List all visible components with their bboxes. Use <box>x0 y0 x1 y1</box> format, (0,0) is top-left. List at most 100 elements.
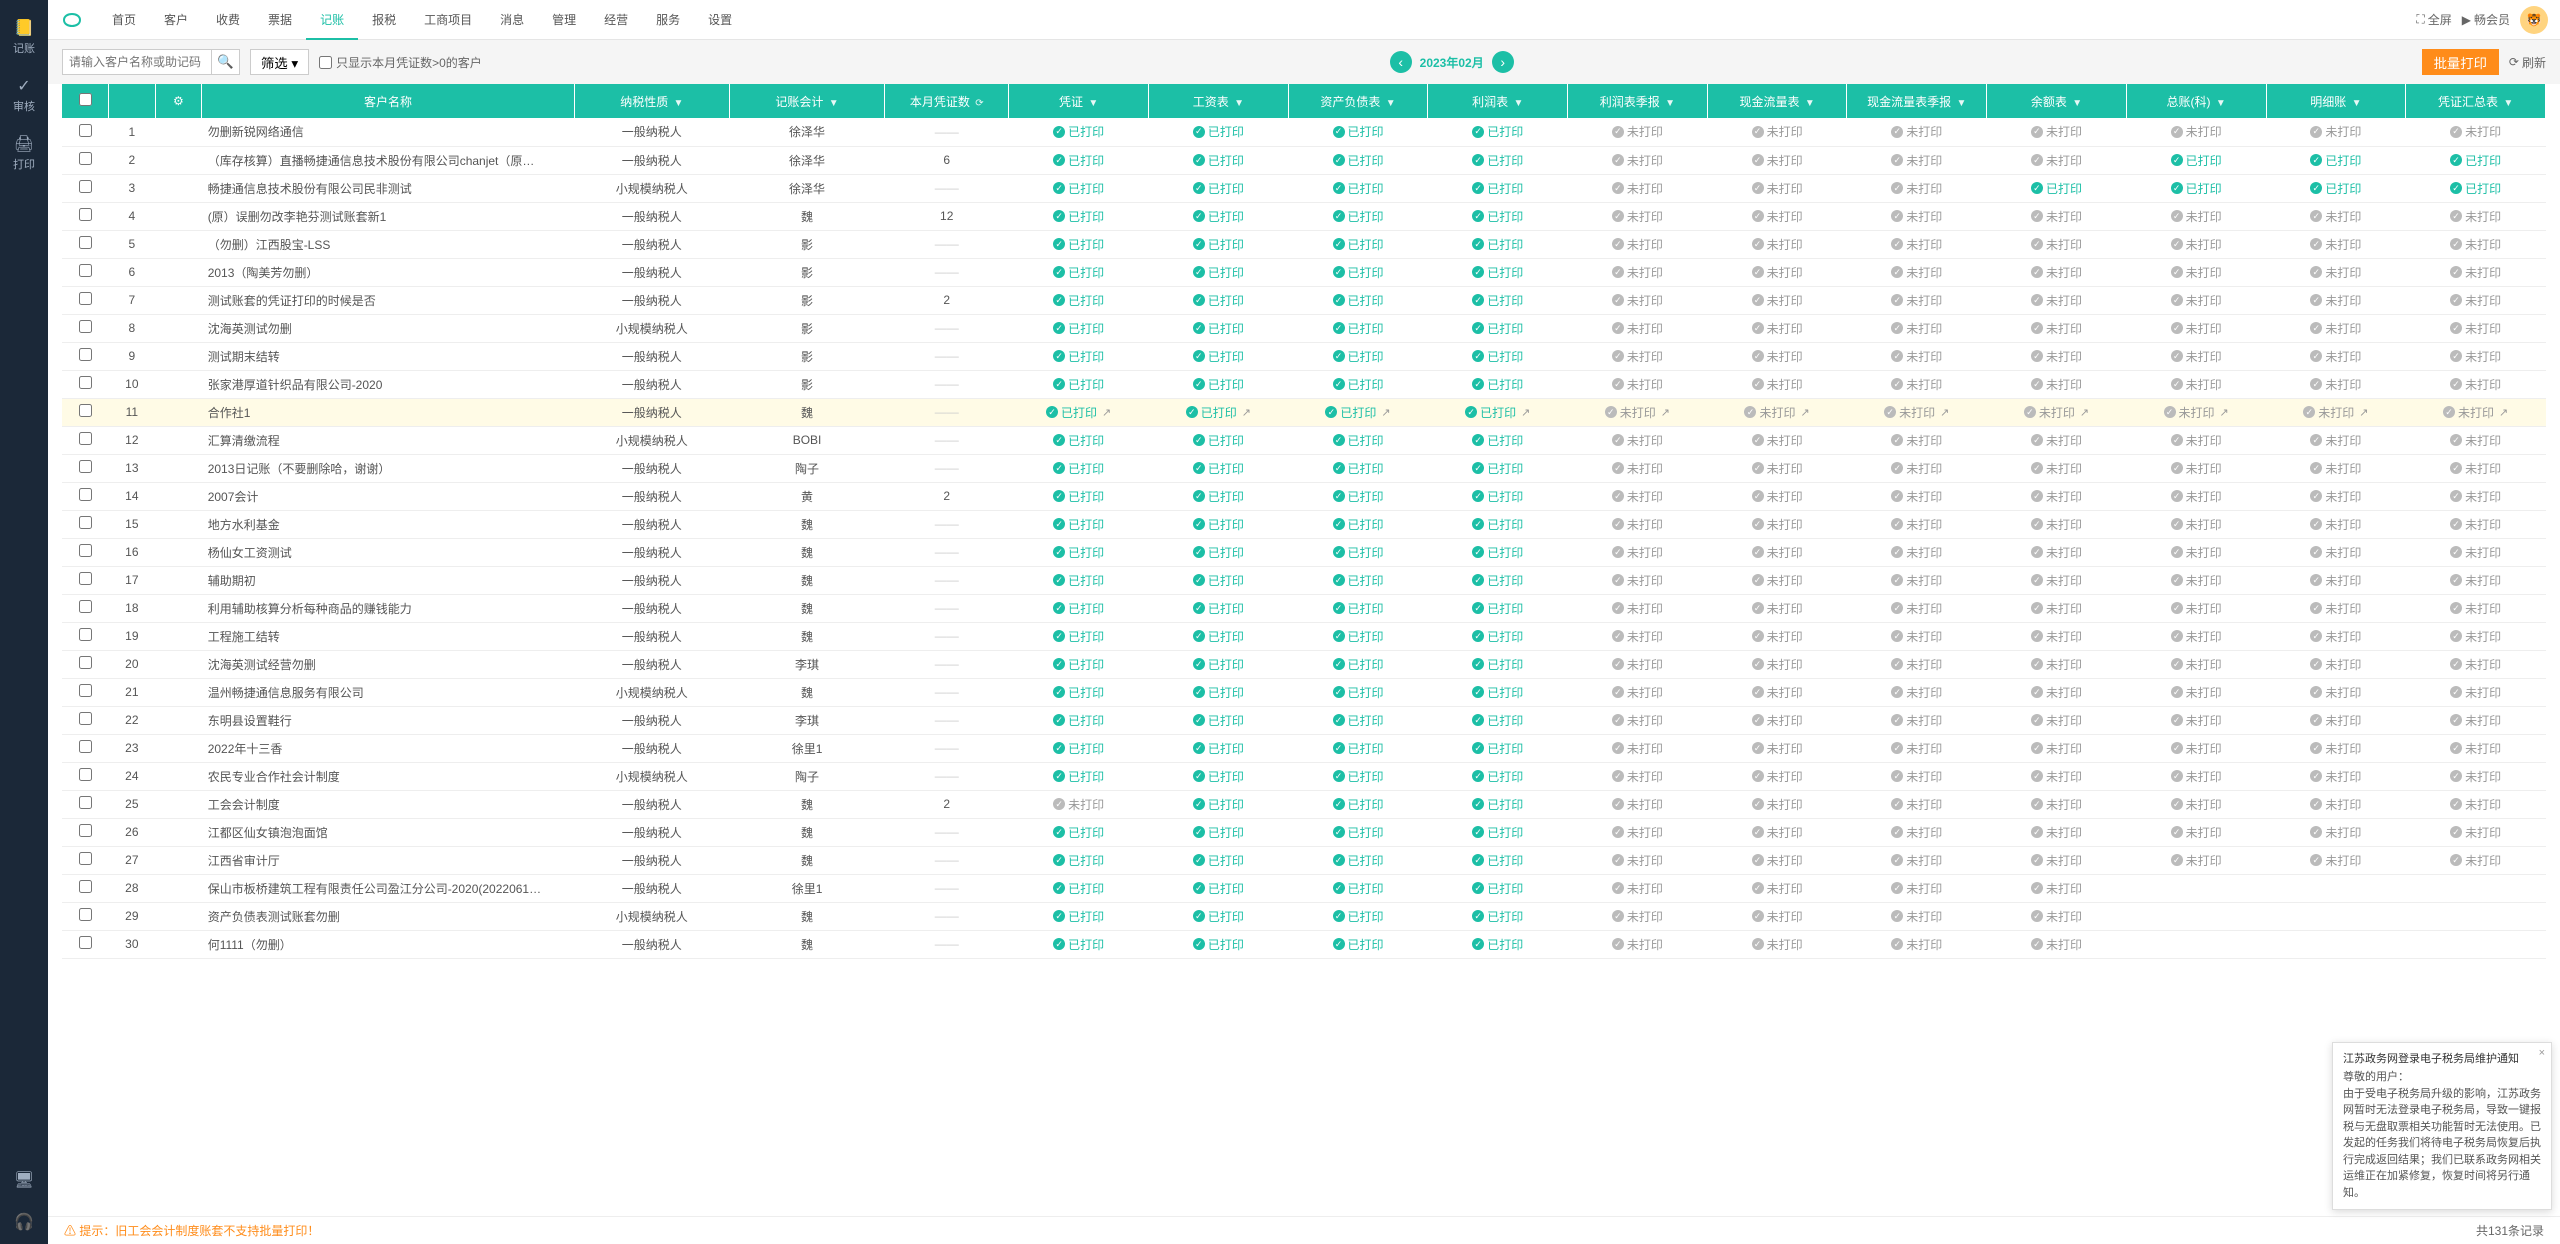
status-cell[interactable]: ✓已打印 <box>2171 152 2222 169</box>
status-cell[interactable]: ✓未打印 <box>2171 236 2222 253</box>
status-cell[interactable]: ✓未打印 <box>2450 516 2501 533</box>
status-cell[interactable]: ✓未打印 <box>1053 796 1104 813</box>
status-cell[interactable]: ✓未打印 <box>1612 712 1663 729</box>
status-cell[interactable]: ✓已打印 <box>1193 852 1244 869</box>
status-cell[interactable]: ✓未打印 <box>1891 236 1942 253</box>
col-header-5[interactable]: 工资表 ▼ <box>1149 84 1289 118</box>
status-cell[interactable]: ✓已打印 <box>1193 432 1244 449</box>
status-cell[interactable]: ✓未打印 <box>1612 628 1663 645</box>
status-cell[interactable]: ✓已打印 <box>1333 656 1384 673</box>
status-cell[interactable]: ✓已打印 <box>1193 320 1244 337</box>
status-cell[interactable]: ✓未打印 <box>1891 572 1942 589</box>
customer-name[interactable]: 2007会计 <box>202 482 575 510</box>
status-cell[interactable]: ✓已打印 <box>1053 180 1104 197</box>
status-cell[interactable]: ✓未打印 <box>2171 796 2222 813</box>
status-cell[interactable]: ✓已打印 <box>1193 236 1244 253</box>
status-cell[interactable]: ✓已打印 <box>1333 572 1384 589</box>
nav-首页[interactable]: 首页 <box>98 0 150 40</box>
row-checkbox[interactable] <box>79 908 92 921</box>
status-cell[interactable]: ✓未打印 <box>2171 376 2222 393</box>
status-cell[interactable]: ✓未打印 <box>2310 488 2361 505</box>
status-cell[interactable]: ✓已打印 <box>1333 544 1384 561</box>
status-cell[interactable]: ✓已打印 <box>1472 544 1523 561</box>
customer-name[interactable]: 工会会计制度 <box>202 790 575 818</box>
nav-收费[interactable]: 收费 <box>202 0 254 40</box>
status-cell[interactable]: ✓已打印 <box>1193 936 1244 953</box>
col-header-12[interactable]: 总账(科) ▼ <box>2126 84 2266 118</box>
status-cell[interactable]: ✓未打印 <box>1612 572 1663 589</box>
member-button[interactable]: ▶ 畅会员 <box>2462 11 2510 28</box>
table-row[interactable]: 7测试账套的凭证打印的时候是否一般纳税人影2✓已打印✓已打印✓已打印✓已打印✓未… <box>62 286 2546 314</box>
status-cell[interactable]: ✓已打印 <box>1053 488 1104 505</box>
status-cell[interactable]: ✓已打印 <box>1472 123 1523 140</box>
status-cell[interactable]: ✓未打印 <box>1891 740 1942 757</box>
status-cell[interactable]: ✓未打印 <box>2310 852 2361 869</box>
status-cell[interactable]: ✓已打印 <box>2171 180 2222 197</box>
status-cell[interactable]: ✓未打印 <box>2310 376 2361 393</box>
status-cell[interactable]: ✓未打印 <box>2450 684 2501 701</box>
status-cell[interactable]: ✓已打印 <box>1472 740 1523 757</box>
status-cell[interactable]: ✓已打印 <box>1472 768 1523 785</box>
status-cell[interactable]: ✓未打印 <box>1752 432 1803 449</box>
status-cell[interactable]: ✓已打印 <box>1053 684 1104 701</box>
status-cell[interactable]: ✓未打印 <box>2450 236 2501 253</box>
customer-name[interactable]: (原）误删勿改李艳芬测试账套新1 <box>202 202 575 230</box>
status-cell[interactable]: ✓已打印 <box>1053 880 1104 897</box>
row-checkbox[interactable] <box>79 432 92 445</box>
status-cell[interactable]: ✓未打印 <box>2310 432 2361 449</box>
status-cell[interactable]: ✓未打印 <box>1891 376 1942 393</box>
col-header-0[interactable]: 客户名称 <box>202 84 575 118</box>
status-cell[interactable]: ✓未打印 <box>2031 936 2082 953</box>
customer-name[interactable]: 工程施工结转 <box>202 622 575 650</box>
nav-经营[interactable]: 经营 <box>590 0 642 40</box>
status-cell[interactable]: ✓已打印 <box>1472 936 1523 953</box>
status-cell[interactable]: ✓未打印 <box>1752 628 1803 645</box>
status-cell[interactable]: ✓已打印 <box>1333 684 1384 701</box>
status-cell[interactable]: ✓未打印 <box>2031 348 2082 365</box>
customer-name[interactable]: 地方水利基金 <box>202 510 575 538</box>
row-checkbox[interactable] <box>79 320 92 333</box>
status-cell[interactable]: ✓未打印 <box>2031 320 2082 337</box>
status-cell[interactable]: ✓未打印 <box>2310 544 2361 561</box>
col-checkbox[interactable] <box>62 84 109 118</box>
status-cell[interactable]: ✓未打印 <box>2171 460 2222 477</box>
row-checkbox[interactable] <box>79 572 92 585</box>
status-cell[interactable]: ✓已打印 <box>1053 628 1104 645</box>
status-cell[interactable]: ✓已打印 <box>1333 264 1384 281</box>
table-row[interactable]: 4(原）误删勿改李艳芬测试账套新1一般纳税人魏12✓已打印✓已打印✓已打印✓已打… <box>62 202 2546 230</box>
status-cell[interactable]: ✓未打印 <box>1612 488 1663 505</box>
table-row[interactable]: 28保山市板桥建筑工程有限责任公司盈江分公司-2020(2022061…一般纳税… <box>62 874 2546 902</box>
status-cell[interactable]: ✓未打印 <box>2310 796 2361 813</box>
table-row[interactable]: 10张家港厚道针织品有限公司-2020一般纳税人影——✓已打印✓已打印✓已打印✓… <box>62 370 2546 398</box>
status-cell[interactable]: ✓未打印 ↗ <box>2164 404 2229 421</box>
customer-name[interactable]: 畅捷通信息技术股份有限公司民非测试 <box>202 174 575 202</box>
col-header-3[interactable]: 本月凭证数 ⟳ <box>885 84 1009 118</box>
customer-name[interactable]: 温州畅捷通信息服务有限公司 <box>202 678 575 706</box>
status-cell[interactable]: ✓未打印 <box>1891 432 1942 449</box>
table-row[interactable]: 19工程施工结转一般纳税人魏——✓已打印✓已打印✓已打印✓已打印✓未打印✓未打印… <box>62 622 2546 650</box>
status-cell[interactable]: ✓已打印 <box>1472 376 1523 393</box>
status-cell[interactable]: ✓未打印 <box>1612 684 1663 701</box>
status-cell[interactable]: ✓已打印 <box>1472 572 1523 589</box>
status-cell[interactable]: ✓未打印 <box>2450 600 2501 617</box>
table-row[interactable]: 18利用辅助核算分析每种商品的赚钱能力一般纳税人魏——✓已打印✓已打印✓已打印✓… <box>62 594 2546 622</box>
status-cell[interactable]: ✓已打印 <box>1333 852 1384 869</box>
status-cell[interactable]: ✓未打印 <box>1891 180 1942 197</box>
status-cell[interactable]: ✓未打印 <box>2171 123 2222 140</box>
row-checkbox[interactable] <box>79 124 92 137</box>
status-cell[interactable]: ✓未打印 <box>2031 376 2082 393</box>
status-cell[interactable]: ✓未打印 <box>2310 348 2361 365</box>
table-row[interactable]: 11合作社1一般纳税人魏——✓已打印 ↗✓已打印 ↗✓已打印 ↗✓已打印 ↗✓未… <box>62 398 2546 426</box>
prev-month-button[interactable]: ‹ <box>1390 51 1412 73</box>
status-cell[interactable]: ✓已打印 <box>1472 208 1523 225</box>
status-cell[interactable]: ✓已打印 <box>1193 292 1244 309</box>
status-cell[interactable]: ✓已打印 <box>1053 824 1104 841</box>
status-cell[interactable]: ✓已打印 <box>1053 432 1104 449</box>
status-cell[interactable]: ✓已打印 <box>1053 460 1104 477</box>
status-cell[interactable]: ✓未打印 <box>2450 628 2501 645</box>
col-header-11[interactable]: 余额表 ▼ <box>1987 84 2127 118</box>
status-cell[interactable]: ✓已打印 <box>1193 628 1244 645</box>
status-cell[interactable]: ✓已打印 <box>1333 908 1384 925</box>
status-cell[interactable]: ✓已打印 <box>1333 936 1384 953</box>
status-cell[interactable]: ✓未打印 ↗ <box>2024 404 2089 421</box>
